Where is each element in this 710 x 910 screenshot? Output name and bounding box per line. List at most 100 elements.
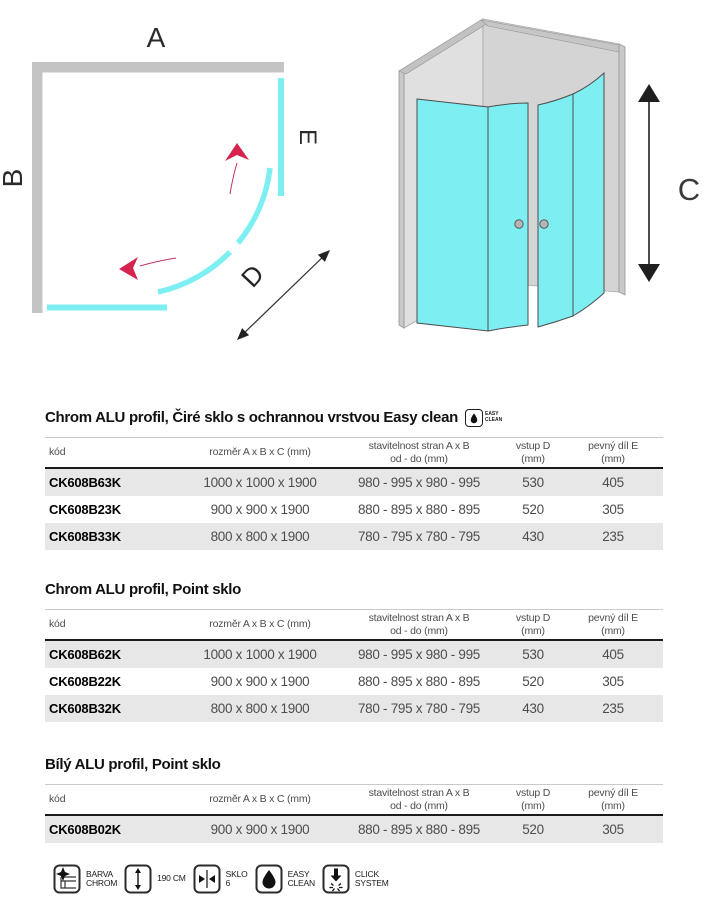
cell-stavitelnost: 880 - 895 x 880 - 895 xyxy=(357,502,481,517)
cell-pevny: 305 xyxy=(602,502,624,517)
cell-kod: CK608B23K xyxy=(49,502,121,517)
table-row: CK608B22K 900 x 900 x 1900 880 - 895 x 8… xyxy=(45,668,663,695)
glass-panel-left xyxy=(416,98,489,332)
col-header-kod: kód xyxy=(49,618,66,631)
dimension-label-b: B xyxy=(0,169,28,188)
table-row: CK608B62K 1000 x 1000 x 1900 980 - 995 x… xyxy=(45,641,663,668)
arrowhead-up-right-icon xyxy=(317,250,330,262)
door-handle-left xyxy=(514,219,524,229)
door-swing-arrow-up-icon xyxy=(225,143,249,161)
cell-rozmer: 900 x 900 x 1900 xyxy=(210,502,310,517)
cell-rozmer: 800 x 800 x 1900 xyxy=(210,529,310,544)
curved-door-segment-upper xyxy=(235,167,273,245)
col-header-pevny: pevný díl E (mm) xyxy=(588,612,638,637)
table-row: CK608B63K 1000 x 1000 x 1900 980 - 995 x… xyxy=(45,469,663,496)
height-arrow-icon xyxy=(124,864,152,894)
dimension-label-c: C xyxy=(678,172,700,207)
cell-stavitelnost: 980 - 995 x 980 - 995 xyxy=(357,647,481,662)
table-row: CK608B02K 900 x 900 x 1900 880 - 895 x 8… xyxy=(45,816,663,843)
dimension-label-d: D xyxy=(235,259,270,293)
cell-vstup: 520 xyxy=(522,674,544,689)
cell-kod: CK608B22K xyxy=(49,674,121,689)
cell-rozmer: 1000 x 1000 x 1900 xyxy=(203,647,317,662)
cell-vstup: 520 xyxy=(522,822,544,837)
section-chrom-point: Chrom ALU profil, Point sklo kód rozměr … xyxy=(45,579,663,722)
badge-height-190: 190 CM xyxy=(124,864,186,894)
door-swing-arrow-left-icon xyxy=(119,257,138,280)
cell-rozmer: 800 x 800 x 1900 xyxy=(210,701,310,716)
table-row: CK608B33K 800 x 800 x 1900 780 - 795 x 7… xyxy=(45,523,663,550)
cell-stavitelnost: 780 - 795 x 780 - 795 xyxy=(357,701,481,716)
badge-barva-chrom: BARVA CHROM xyxy=(53,864,117,894)
chrome-color-icon xyxy=(53,864,81,894)
cell-pevny: 305 xyxy=(602,822,624,837)
glass-door-right xyxy=(537,93,574,328)
click-system-icon xyxy=(322,864,350,894)
cell-pevny: 235 xyxy=(602,529,624,544)
col-header-pevny: pevný díl E (mm) xyxy=(588,440,638,465)
section-title: Chrom ALU profil, Point sklo xyxy=(45,581,242,598)
cell-rozmer: 900 x 900 x 1900 xyxy=(210,822,310,837)
section-bily-point: Bílý ALU profil, Point sklo kód rozměr A… xyxy=(45,754,663,843)
curved-door-segment-lower xyxy=(157,250,232,295)
cell-vstup: 430 xyxy=(522,529,544,544)
cell-vstup: 530 xyxy=(522,475,544,490)
section-title: Bílý ALU profil, Point sklo xyxy=(45,756,221,773)
col-header-pevny: pevný díl E (mm) xyxy=(588,787,638,812)
easy-clean-drop-icon xyxy=(464,408,483,427)
col-header-kod: kód xyxy=(49,446,66,459)
wall-right-edge xyxy=(618,43,626,296)
cell-stavitelnost: 780 - 795 x 780 - 795 xyxy=(357,529,481,544)
glass-door-left xyxy=(487,102,529,332)
badge-label: CLICK SYSTEM xyxy=(354,868,389,888)
cell-stavitelnost: 880 - 895 x 880 - 895 xyxy=(357,674,481,689)
table-header: kód rozměr A x B x C (mm) stavitelnost s… xyxy=(45,784,663,816)
easy-clean-badge-line1: EASY xyxy=(484,411,499,417)
cell-kod: CK608B32K xyxy=(49,701,121,716)
col-header-vstup: vstup D (mm) xyxy=(515,787,551,812)
table-header: kód rozměr A x B x C (mm) stavitelnost s… xyxy=(45,609,663,641)
door-swing-arrow-left-tail xyxy=(139,257,177,267)
easy-clean-drop-icon xyxy=(255,864,283,894)
badge-sklo-6: SKLO 6 xyxy=(193,864,248,894)
feature-badges-row: BARVA CHROM 190 CM xyxy=(53,864,389,894)
cell-pevny: 405 xyxy=(602,475,624,490)
wall-top xyxy=(32,62,284,73)
col-header-vstup: vstup D (mm) xyxy=(515,440,551,465)
cell-rozmer: 1000 x 1000 x 1900 xyxy=(203,475,317,490)
cell-vstup: 530 xyxy=(522,647,544,662)
col-header-rozmer: rozměr A x B x C (mm) xyxy=(209,793,311,806)
section-chrom-easy-clean: Chrom ALU profil, Čiré sklo s ochrannou … xyxy=(45,407,663,550)
door-swing-arrow-up-tail xyxy=(229,162,238,195)
col-header-kod: kód xyxy=(49,793,66,806)
top-view-diagram: A B E D xyxy=(0,22,330,340)
col-header-vstup: vstup D (mm) xyxy=(515,612,551,637)
col-header-rozmer: rozměr A x B x C (mm) xyxy=(209,446,311,459)
table-header: kód rozměr A x B x C (mm) stavitelnost s… xyxy=(45,437,663,469)
dimension-label-a: A xyxy=(147,22,166,53)
arrowhead-down-left-icon xyxy=(237,328,250,340)
badge-label: BARVA CHROM xyxy=(86,868,118,888)
wall-left-edge xyxy=(398,67,405,329)
arrowhead-down-icon xyxy=(638,264,660,282)
badge-label: 190 CM xyxy=(157,873,186,884)
door-handle-right xyxy=(539,219,549,229)
section-title: Chrom ALU profil, Čiré sklo s ochrannou … xyxy=(45,409,458,426)
cell-kod: CK608B62K xyxy=(49,647,121,662)
table-row: CK608B23K 900 x 900 x 1900 880 - 895 x 8… xyxy=(45,496,663,523)
cell-pevny: 305 xyxy=(602,674,624,689)
cell-kod: CK608B02K xyxy=(49,822,121,837)
dimension-label-e: E xyxy=(294,129,321,145)
easy-clean-badge-label: EASY CLEAN xyxy=(484,411,502,423)
wall-left xyxy=(32,62,43,313)
cell-pevny: 235 xyxy=(602,701,624,716)
table-row: CK608B32K 800 x 800 x 1900 780 - 795 x 7… xyxy=(45,695,663,722)
entry-width-arrow-d xyxy=(239,252,328,338)
badge-label: SKLO 6 xyxy=(225,868,248,888)
arrowhead-up-icon xyxy=(638,84,660,102)
glass-thickness-icon xyxy=(193,864,221,894)
